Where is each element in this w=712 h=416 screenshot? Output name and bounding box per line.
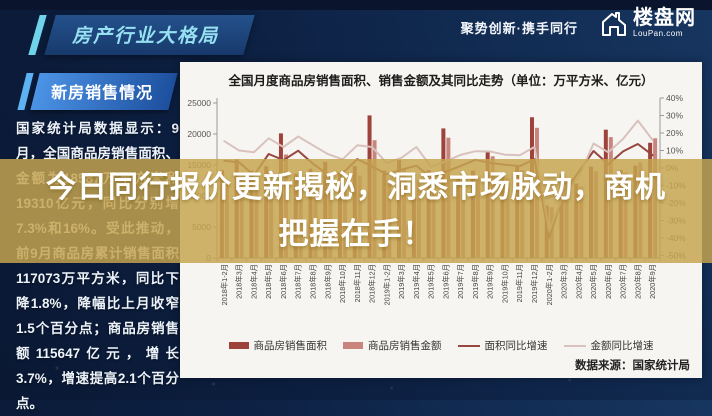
x-axis-label: 2018年7月 bbox=[294, 264, 303, 299]
house-icon bbox=[602, 12, 626, 36]
x-axis-label: 2020年7月 bbox=[619, 264, 628, 299]
legend-item-amount-growth: 金额同比增速 bbox=[563, 338, 654, 353]
right-axis-label: 30% bbox=[666, 111, 683, 121]
x-axis-label: 2018年12月 bbox=[368, 264, 377, 303]
x-axis-label: 2018年5月 bbox=[264, 264, 273, 299]
legend-swatch-line bbox=[563, 344, 586, 347]
x-axis-label: 2020年8月 bbox=[633, 264, 642, 299]
chart-title: 全国月度商品房销售面积、销售金额及其同比走势（单位：万平方米、亿元） bbox=[228, 74, 654, 88]
promo-line-2: 把握在手！ bbox=[278, 218, 434, 251]
legend-label: 商品房销售金额 bbox=[368, 340, 442, 352]
x-axis-label: 2018年6月 bbox=[279, 264, 288, 299]
loupan-logo: 楼盘网 LouPan.com bbox=[599, 8, 696, 38]
x-axis-label: 2019年12月 bbox=[530, 264, 539, 303]
logo-name: 楼盘网 bbox=[633, 7, 696, 29]
x-axis-label: 2019年10月 bbox=[500, 264, 509, 303]
data-source: 数据来源：国家统计局 bbox=[575, 360, 690, 372]
section-badge: 新房销售情况 bbox=[17, 73, 178, 110]
x-axis-label: 2020年4月 bbox=[574, 264, 583, 299]
legend-item-sales-amount: 商品房销售金额 bbox=[343, 338, 442, 353]
legend-label: 商品房销售面积 bbox=[253, 340, 328, 352]
promo-overlay-banner: 今日同行报价更新揭秘，洞悉市场脉动，商机 把握在手！ bbox=[0, 159, 712, 263]
legend-item-area-growth: 面积同比增速 bbox=[457, 338, 548, 353]
x-axis-label: 2019年6月 bbox=[441, 264, 450, 299]
x-axis-label: 2018年8月 bbox=[308, 264, 317, 299]
legend-swatch-bar bbox=[343, 342, 363, 349]
section-badge-box: 新房销售情况 bbox=[30, 73, 178, 110]
legend-swatch-line bbox=[457, 344, 480, 347]
x-axis-label: 2019年3月 bbox=[397, 264, 406, 299]
header-accent-slash bbox=[28, 15, 47, 55]
x-axis-label: 2020年9月 bbox=[648, 264, 657, 299]
x-axis-label: 2019年5月 bbox=[427, 264, 436, 299]
x-axis-label: 2019年4月 bbox=[412, 264, 421, 299]
header-badge: 房产行业大格局 bbox=[28, 15, 255, 55]
top-strip bbox=[0, 0, 712, 10]
logo-domain: LouPan.com bbox=[633, 29, 683, 38]
chart-legend: 商品房销售面积 商品房销售金额 面积同比增速 金额同比增速 bbox=[180, 338, 702, 353]
right-axis-label: 10% bbox=[666, 146, 683, 156]
slogan-text: 聚势创新·携手同行 bbox=[460, 21, 578, 36]
legend-label: 面积同比增速 bbox=[484, 340, 548, 352]
x-axis-label: 2019年7月 bbox=[456, 264, 465, 299]
x-axis-label: 2018年1-2月 bbox=[220, 264, 229, 305]
x-axis-label: 2020年1-2月 bbox=[545, 264, 554, 305]
header-badge-box: 房产行业大格局 bbox=[44, 15, 255, 55]
x-axis-label: 2018年4月 bbox=[249, 264, 258, 299]
right-axis-label: 20% bbox=[666, 128, 683, 138]
right-axis-label: 40% bbox=[666, 93, 683, 103]
x-axis-label: 2020年6月 bbox=[604, 264, 613, 299]
left-axis-label: 20000 bbox=[187, 129, 211, 139]
x-axis-label: 2020年3月 bbox=[560, 264, 569, 299]
x-axis-label: 2019年1-2月 bbox=[382, 264, 391, 305]
x-axis-label: 2019年8月 bbox=[471, 264, 480, 299]
left-axis-label: 25000 bbox=[187, 98, 211, 108]
legend-item-sales-area: 商品房销售面积 bbox=[228, 338, 328, 353]
x-axis-label: 2018年3月 bbox=[235, 264, 244, 299]
x-axis-label: 2018年9月 bbox=[323, 264, 332, 299]
legend-label: 金额同比增速 bbox=[590, 340, 654, 352]
header-badge-label: 房产行业大格局 bbox=[72, 26, 220, 47]
x-axis-label: 2018年10月 bbox=[338, 264, 347, 303]
x-axis-label: 2020年5月 bbox=[589, 264, 598, 299]
section-title: 新房销售情况 bbox=[51, 85, 154, 102]
x-axis-label: 2019年9月 bbox=[486, 264, 495, 299]
promo-line-1: 今日同行报价更新揭秘，洞悉市场脉动，商机 bbox=[46, 171, 666, 204]
legend-swatch-bar bbox=[228, 342, 249, 349]
x-axis-label: 2018年11月 bbox=[353, 264, 362, 302]
x-axis-label: 2019年11月 bbox=[515, 264, 524, 302]
